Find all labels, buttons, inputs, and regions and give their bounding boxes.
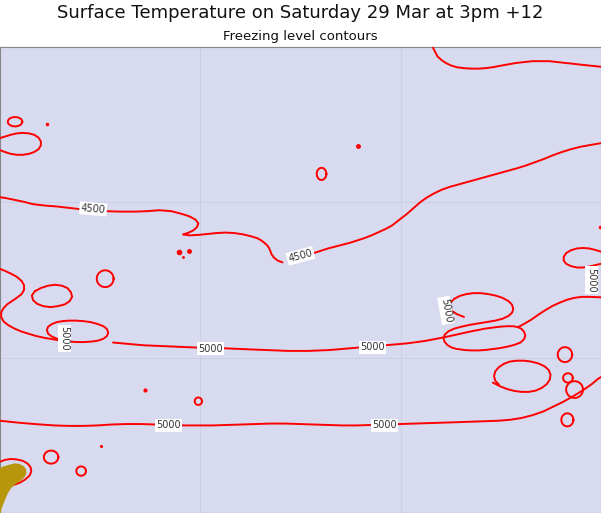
Text: 4500: 4500: [81, 203, 106, 215]
Text: 5000: 5000: [156, 421, 180, 430]
Text: 5000: 5000: [59, 326, 69, 351]
Text: 5000: 5000: [198, 344, 222, 353]
Text: 5000: 5000: [361, 342, 385, 352]
Text: 4500: 4500: [287, 248, 314, 264]
Polygon shape: [0, 464, 26, 513]
Text: 5000: 5000: [373, 421, 397, 430]
Text: Surface Temperature on Saturday 29 Mar at 3pm +12: Surface Temperature on Saturday 29 Mar a…: [57, 4, 544, 22]
Text: 5000: 5000: [439, 298, 453, 323]
Text: 5000: 5000: [587, 268, 596, 292]
Text: Freezing level contours: Freezing level contours: [223, 30, 378, 43]
